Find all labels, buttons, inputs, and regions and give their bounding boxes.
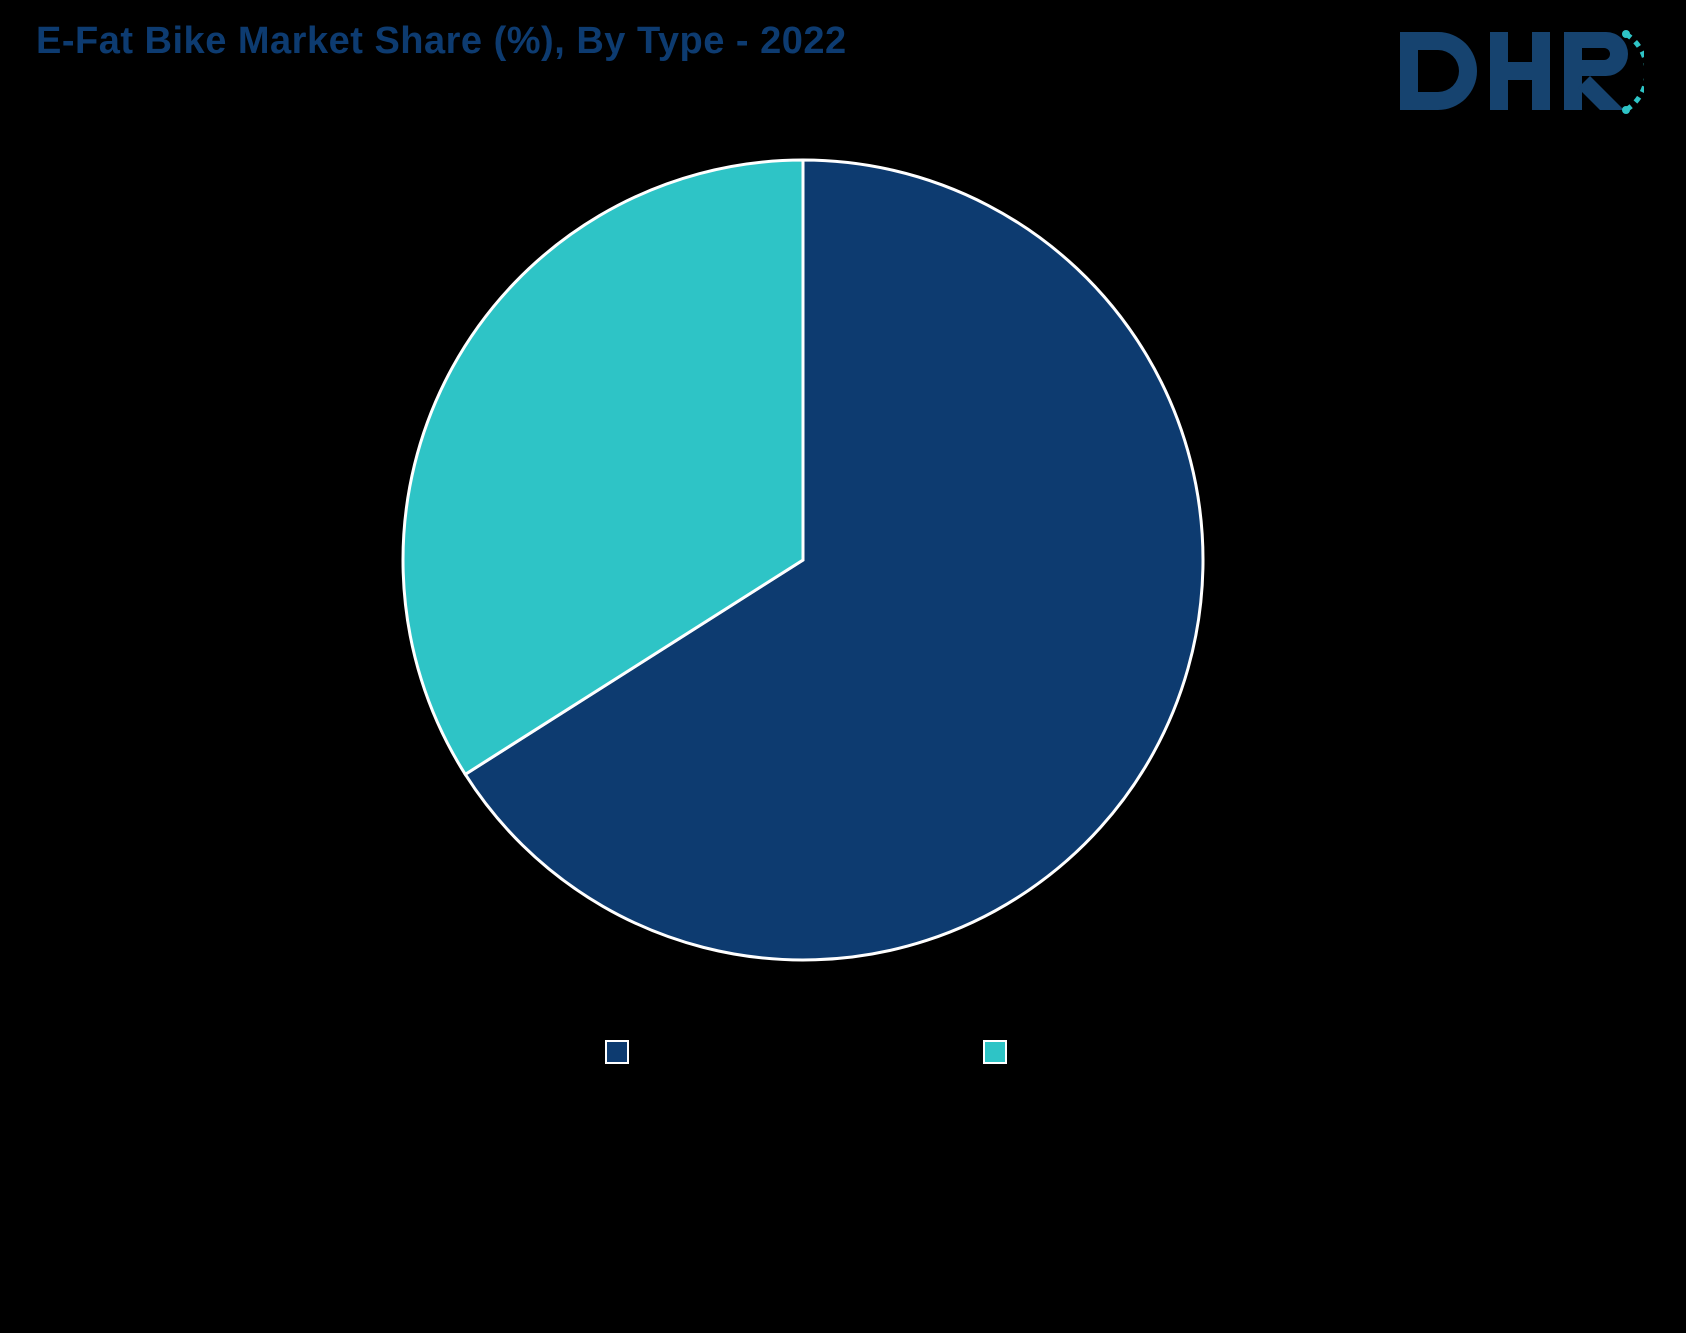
- legend-item-1: [983, 1040, 1081, 1064]
- legend-swatch-0: [605, 1040, 629, 1064]
- legend-swatch-1: [983, 1040, 1007, 1064]
- chart-canvas: E-Fat Bike Market Share (%), By Type - 2…: [0, 0, 1686, 1333]
- dhr-logo-svg: [1394, 14, 1644, 134]
- dhr-logo: [1394, 14, 1644, 134]
- legend-label-0: [643, 1040, 703, 1064]
- chart-legend: [0, 1040, 1686, 1064]
- chart-title: E-Fat Bike Market Share (%), By Type - 2…: [36, 20, 847, 63]
- pie-chart: [393, 150, 1213, 970]
- pie-svg: [393, 150, 1213, 970]
- legend-item-0: [605, 1040, 703, 1064]
- legend-label-1: [1021, 1040, 1081, 1064]
